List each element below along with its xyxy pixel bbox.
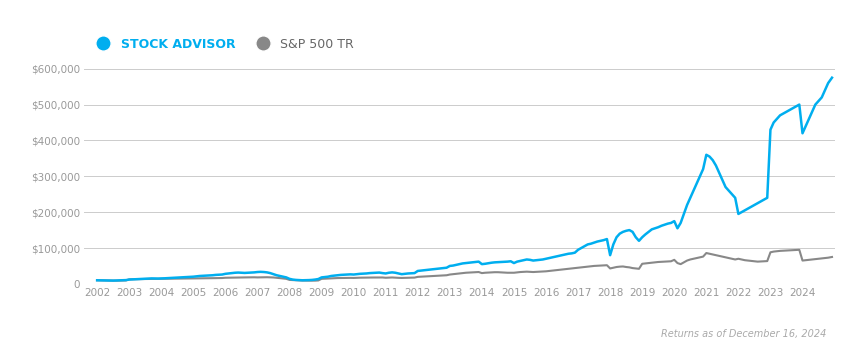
Legend: STOCK ADVISOR, S&P 500 TR: STOCK ADVISOR, S&P 500 TR (90, 38, 354, 51)
Text: Returns as of December 16, 2024: Returns as of December 16, 2024 (661, 329, 826, 339)
